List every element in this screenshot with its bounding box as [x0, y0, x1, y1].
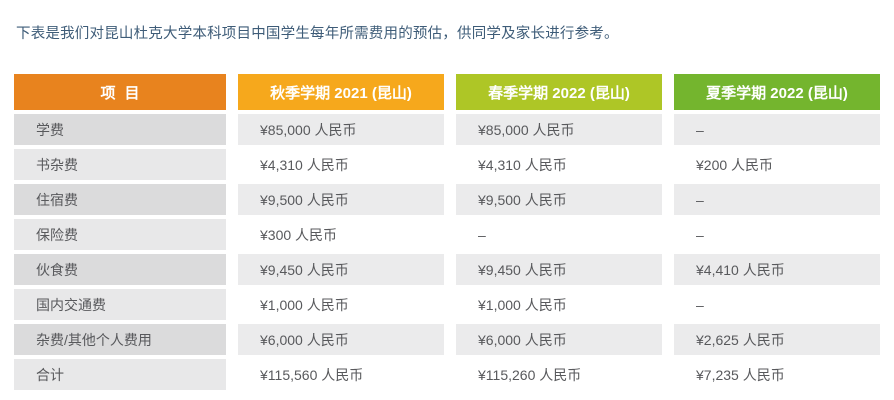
summer-value: ¥200 人民币	[674, 149, 880, 180]
row-label: 伙食费	[14, 254, 226, 285]
fall-value: ¥6,000 人民币	[238, 324, 444, 355]
fall-value: ¥300 人民币	[238, 219, 444, 250]
summer-value: –	[674, 219, 880, 250]
spring-value: –	[456, 219, 662, 250]
table-row-total: 合计 ¥115,560 人民币 ¥115,260 人民币 ¥7,235 人民币	[14, 359, 880, 390]
row-label: 合计	[14, 359, 226, 390]
fall-value: ¥85,000 人民币	[238, 114, 444, 145]
spring-value: ¥9,500 人民币	[456, 184, 662, 215]
summer-value: ¥4,410 人民币	[674, 254, 880, 285]
spring-value: ¥1,000 人民币	[456, 289, 662, 320]
fall-value: ¥4,310 人民币	[238, 149, 444, 180]
fee-table: 项目 秋季学期 2021 (昆山) 春季学期 2022 (昆山) 夏季学期 20…	[14, 74, 880, 390]
summer-value: ¥7,235 人民币	[674, 359, 880, 390]
spring-value: ¥4,310 人民币	[456, 149, 662, 180]
fall-value: ¥115,560 人民币	[238, 359, 444, 390]
table-row: 国内交通费 ¥1,000 人民币 ¥1,000 人民币 –	[14, 289, 880, 320]
spring-value: ¥115,260 人民币	[456, 359, 662, 390]
fall-value: ¥9,500 人民币	[238, 184, 444, 215]
fall-value: ¥1,000 人民币	[238, 289, 444, 320]
table-row: 住宿费 ¥9,500 人民币 ¥9,500 人民币 –	[14, 184, 880, 215]
table-row: 书杂费 ¥4,310 人民币 ¥4,310 人民币 ¥200 人民币	[14, 149, 880, 180]
summer-value: ¥2,625 人民币	[674, 324, 880, 355]
header-item: 项目	[14, 74, 226, 110]
row-label: 住宿费	[14, 184, 226, 215]
fall-value: ¥9,450 人民币	[238, 254, 444, 285]
intro-text: 下表是我们对昆山杜克大学本科项目中国学生每年所需费用的预估，供同学及家长进行参考…	[16, 26, 619, 42]
row-label: 保险费	[14, 219, 226, 250]
spring-value: ¥85,000 人民币	[456, 114, 662, 145]
row-label: 学费	[14, 114, 226, 145]
summer-value: –	[674, 184, 880, 215]
spring-value: ¥6,000 人民币	[456, 324, 662, 355]
header-spring-2022: 春季学期 2022 (昆山)	[456, 74, 662, 110]
table-row: 伙食费 ¥9,450 人民币 ¥9,450 人民币 ¥4,410 人民币	[14, 254, 880, 285]
row-label: 国内交通费	[14, 289, 226, 320]
table-row: 学费 ¥85,000 人民币 ¥85,000 人民币 –	[14, 114, 880, 145]
table-header-row: 项目 秋季学期 2021 (昆山) 春季学期 2022 (昆山) 夏季学期 20…	[14, 74, 880, 110]
row-label: 书杂费	[14, 149, 226, 180]
row-label: 杂费/其他个人费用	[14, 324, 226, 355]
table-row: 保险费 ¥300 人民币 – –	[14, 219, 880, 250]
spring-value: ¥9,450 人民币	[456, 254, 662, 285]
table-row: 杂费/其他个人费用 ¥6,000 人民币 ¥6,000 人民币 ¥2,625 人…	[14, 324, 880, 355]
summer-value: –	[674, 114, 880, 145]
header-fall-2021: 秋季学期 2021 (昆山)	[238, 74, 444, 110]
header-summer-2022: 夏季学期 2022 (昆山)	[674, 74, 880, 110]
summer-value: –	[674, 289, 880, 320]
